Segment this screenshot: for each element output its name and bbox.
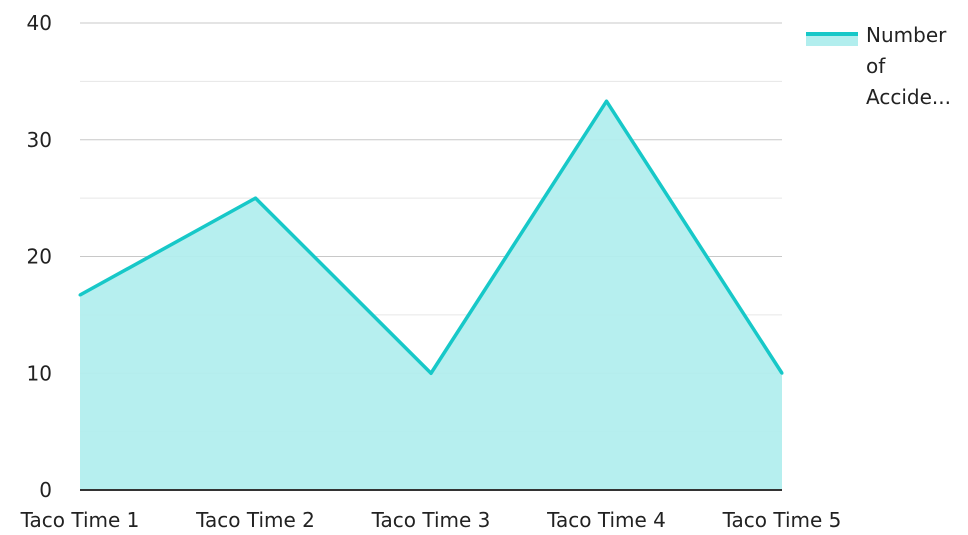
- x-tick-label: Taco Time 4: [546, 508, 666, 531]
- data-point-5: [780, 371, 784, 375]
- y-tick-label: 40: [27, 11, 52, 35]
- x-tick-labels: Taco Time 1 Taco Time 2 Taco Time 3 Taco Ti…: [20, 508, 842, 532]
- x-tick-label: Taco Time 1: [20, 508, 140, 531]
- legend-swatch: [806, 32, 858, 46]
- data-point-2: [254, 196, 257, 200]
- y-tick-label: 0: [39, 478, 52, 502]
- x-tick-label: Taco Time 5: [722, 508, 842, 531]
- data-point-4: [605, 99, 608, 103]
- y-tick-label: 10: [27, 361, 52, 385]
- y-tick-labels: 0 10 20 30 40: [27, 11, 52, 502]
- y-tick-label: 20: [27, 245, 52, 269]
- legend-label: Number of Accide...: [866, 23, 951, 109]
- data-point-1: [78, 293, 82, 297]
- series-area-fill: [80, 101, 782, 490]
- y-tick-label: 30: [27, 128, 52, 152]
- x-tick-label: Taco Time 3: [371, 508, 491, 531]
- x-tick-label: Taco Time 2: [195, 508, 315, 531]
- series-area-group: [78, 99, 784, 490]
- data-point-3: [429, 371, 433, 375]
